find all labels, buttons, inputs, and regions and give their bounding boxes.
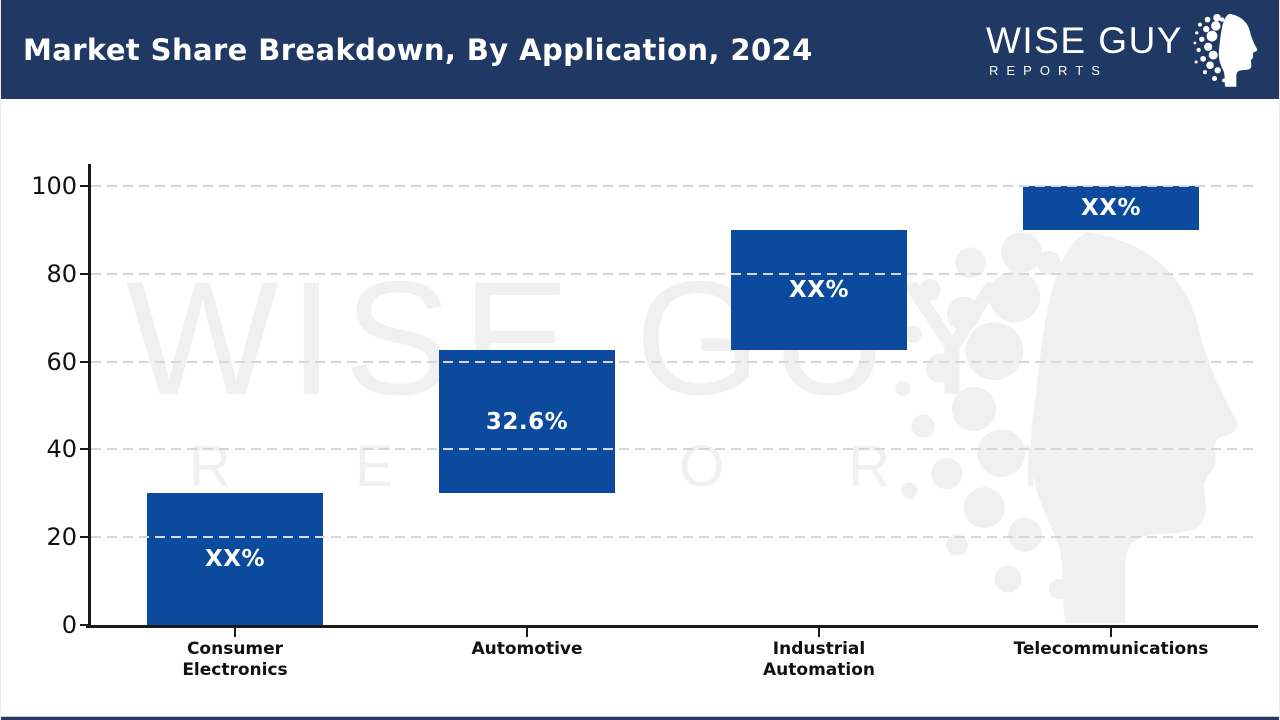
bar-segment: 32.6%: [439, 350, 615, 494]
category-label: Consumer Electronics: [182, 639, 288, 680]
y-tick-label-60: 60: [46, 347, 77, 376]
y-tick-label-40: 40: [46, 435, 77, 464]
y-tick-80: [80, 272, 89, 275]
y-tick-label-0: 0: [61, 611, 77, 639]
brand-subtitle: REPORTS: [988, 63, 1108, 78]
y-tick-label-80: 80: [46, 259, 77, 288]
bar-segment: XX%: [731, 229, 907, 351]
y-tick-20: [80, 536, 89, 539]
bar-value-label: XX%: [204, 546, 265, 573]
y-tick-0: [80, 624, 89, 626]
brand-logo: WISE GUY REPORTS: [986, 12, 1259, 88]
gridline-40: [91, 448, 1257, 451]
brand-head-icon: [1189, 12, 1259, 88]
x-tick-3: [1110, 628, 1112, 637]
gridline-20: [91, 536, 1257, 539]
category-label: Automotive: [471, 639, 583, 659]
y-tick-60: [80, 360, 89, 363]
footer-bar: [1, 717, 1279, 720]
gridline-60: [91, 360, 1257, 363]
y-tick-40: [80, 448, 89, 451]
x-tick-1: [526, 628, 528, 637]
bar-value-label: 32.6%: [485, 408, 569, 435]
brand-logo-text: WISE GUY REPORTS: [986, 22, 1183, 77]
brand-name: WISE GUY: [985, 20, 1183, 61]
page-title: Market Share Breakdown, By Application, …: [23, 32, 813, 67]
x-axis-line: [86, 625, 1258, 628]
x-tick-0: [234, 628, 236, 637]
footer-divider: [1, 716, 1279, 717]
gridline-100: [91, 185, 1257, 187]
bar-value-label: XX%: [788, 277, 849, 304]
bar-segment: XX%: [147, 493, 323, 625]
bar-segment: XX%: [1023, 186, 1199, 230]
header-bar: Market Share Breakdown, By Application, …: [1, 0, 1279, 99]
y-axis-line: [88, 164, 91, 628]
gridline-80: [91, 272, 1257, 275]
watermark-head-icon: [863, 222, 1255, 630]
bar-value-label: XX%: [1080, 194, 1141, 221]
x-tick-2: [818, 628, 820, 637]
y-tick-label-100: 100: [31, 172, 77, 200]
category-label: Telecommunications: [1013, 639, 1209, 659]
y-tick-100: [80, 185, 89, 187]
category-label: Industrial Automation: [763, 639, 875, 680]
y-tick-label-20: 20: [46, 523, 77, 552]
